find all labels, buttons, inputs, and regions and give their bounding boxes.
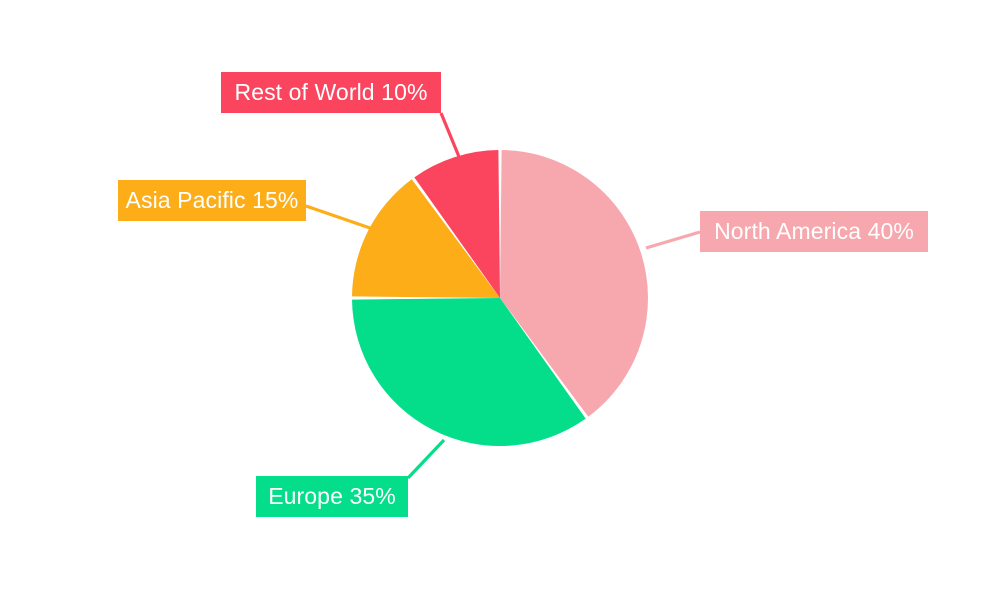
pie-label-rest-of-world[interactable]: Rest of World 10% bbox=[221, 72, 441, 113]
pie-label-north-america[interactable]: North America 40% bbox=[700, 211, 928, 252]
pie-slices bbox=[352, 150, 649, 446]
leader-line-asia-pacific bbox=[305, 204, 371, 230]
pie-label-rest-of-world-text: Rest of World 10% bbox=[234, 79, 428, 105]
pie-slice-rest-of-world[interactable] bbox=[414, 150, 500, 298]
pie-label-north-america-text: North America 40% bbox=[714, 218, 914, 244]
pie-leader-lines bbox=[305, 112, 701, 480]
pie-label-europe-text: Europe 35% bbox=[268, 483, 396, 509]
leader-line-rest-of-world bbox=[439, 112, 464, 165]
pie-slice-asia-pacific[interactable] bbox=[352, 179, 500, 298]
pie-label-asia-pacific[interactable]: Asia Pacific 15% bbox=[118, 180, 306, 221]
leader-line-north-america bbox=[645, 230, 701, 250]
pie-slice-north-america[interactable] bbox=[500, 150, 649, 417]
pie-label-asia-pacific-text: Asia Pacific 15% bbox=[125, 187, 299, 213]
leader-line-europe bbox=[406, 438, 446, 480]
pie-label-europe[interactable]: Europe 35% bbox=[256, 476, 408, 517]
pie-slice-europe[interactable] bbox=[352, 298, 586, 446]
